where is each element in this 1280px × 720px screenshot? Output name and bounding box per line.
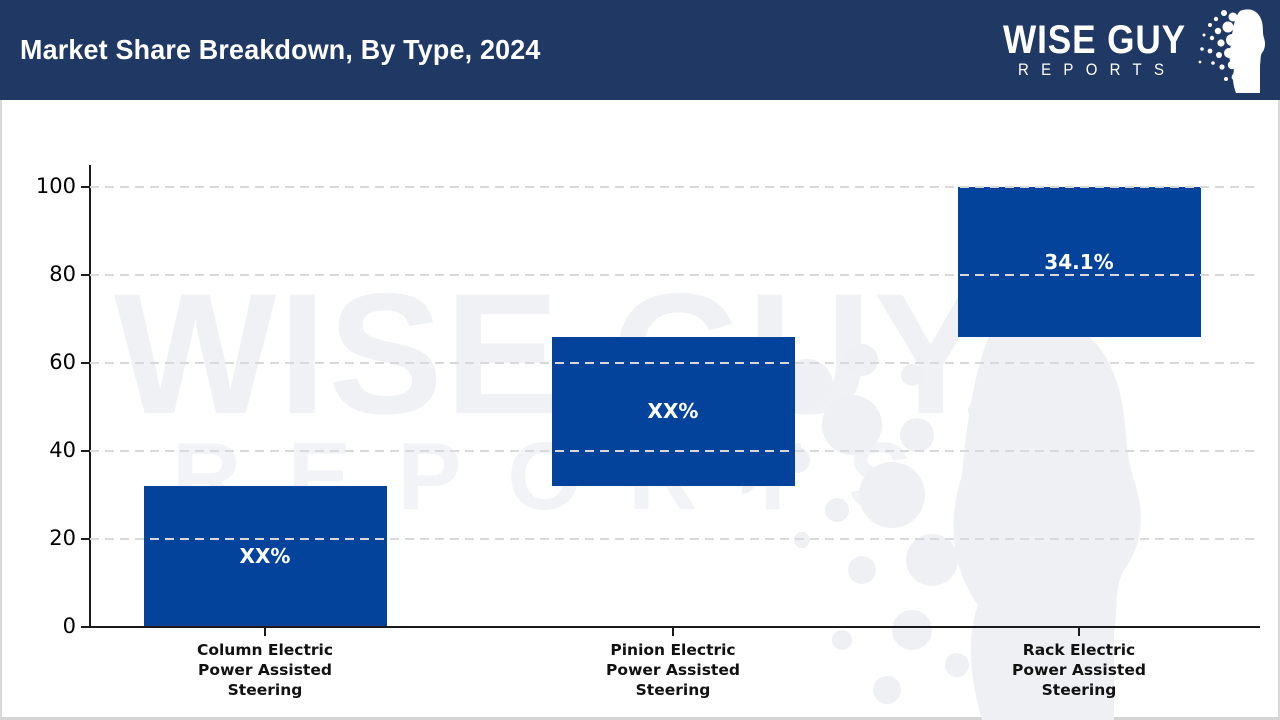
logo-head-icon bbox=[1198, 9, 1266, 93]
header: Market Share Breakdown, By Type, 2024 WI… bbox=[0, 0, 1280, 100]
y-tick-mark bbox=[81, 626, 90, 628]
x-axis-spine bbox=[89, 626, 1260, 628]
logo-text: WISE GUY REPORTS bbox=[1002, 17, 1186, 80]
y-tick-mark bbox=[81, 450, 90, 452]
y-tick-mark bbox=[81, 274, 90, 276]
y-tick-mark bbox=[81, 186, 90, 188]
y-tick-label: 40 bbox=[49, 438, 76, 462]
bar-1 bbox=[143, 485, 387, 627]
x-tick-mark bbox=[264, 627, 266, 636]
bar-2 bbox=[551, 337, 795, 486]
x-tick-mark bbox=[1078, 627, 1080, 636]
bar-value-label: XX% bbox=[647, 399, 699, 424]
y-tick-label: 60 bbox=[49, 350, 76, 374]
y-tick-mark bbox=[81, 538, 90, 540]
gridline-80 bbox=[90, 274, 1260, 276]
logo-wordmark: WISE GUY bbox=[1002, 17, 1186, 62]
x-category-label: Column Electric Power Assisted Steering bbox=[196, 641, 334, 699]
gridline-100 bbox=[90, 186, 1260, 188]
bar-value-label: 34.1% bbox=[1044, 250, 1114, 275]
y-axis-spine bbox=[89, 165, 91, 628]
y-tick-label: 0 bbox=[62, 614, 76, 638]
gridline-40 bbox=[90, 450, 1260, 452]
bar-3 bbox=[957, 187, 1201, 338]
page-title: Market Share Breakdown, By Type, 2024 bbox=[20, 34, 541, 65]
y-tick-label: 80 bbox=[49, 262, 76, 286]
gridline-20 bbox=[90, 538, 1260, 540]
logo-subtitle: REPORTS bbox=[1017, 59, 1177, 79]
y-tick-mark bbox=[81, 362, 90, 364]
gridline-60 bbox=[90, 362, 1260, 364]
y-tick-label: 100 bbox=[35, 174, 76, 198]
x-category-label: Pinion Electric Power Assisted Steering bbox=[606, 641, 740, 699]
bar-value-label: XX% bbox=[239, 544, 291, 569]
x-category-label: Rack Electric Power Assisted Steering bbox=[1012, 641, 1146, 699]
x-tick-mark bbox=[672, 627, 674, 636]
y-tick-label: 20 bbox=[49, 526, 76, 550]
logo: WISE GUY REPORTS bbox=[978, 7, 1266, 93]
